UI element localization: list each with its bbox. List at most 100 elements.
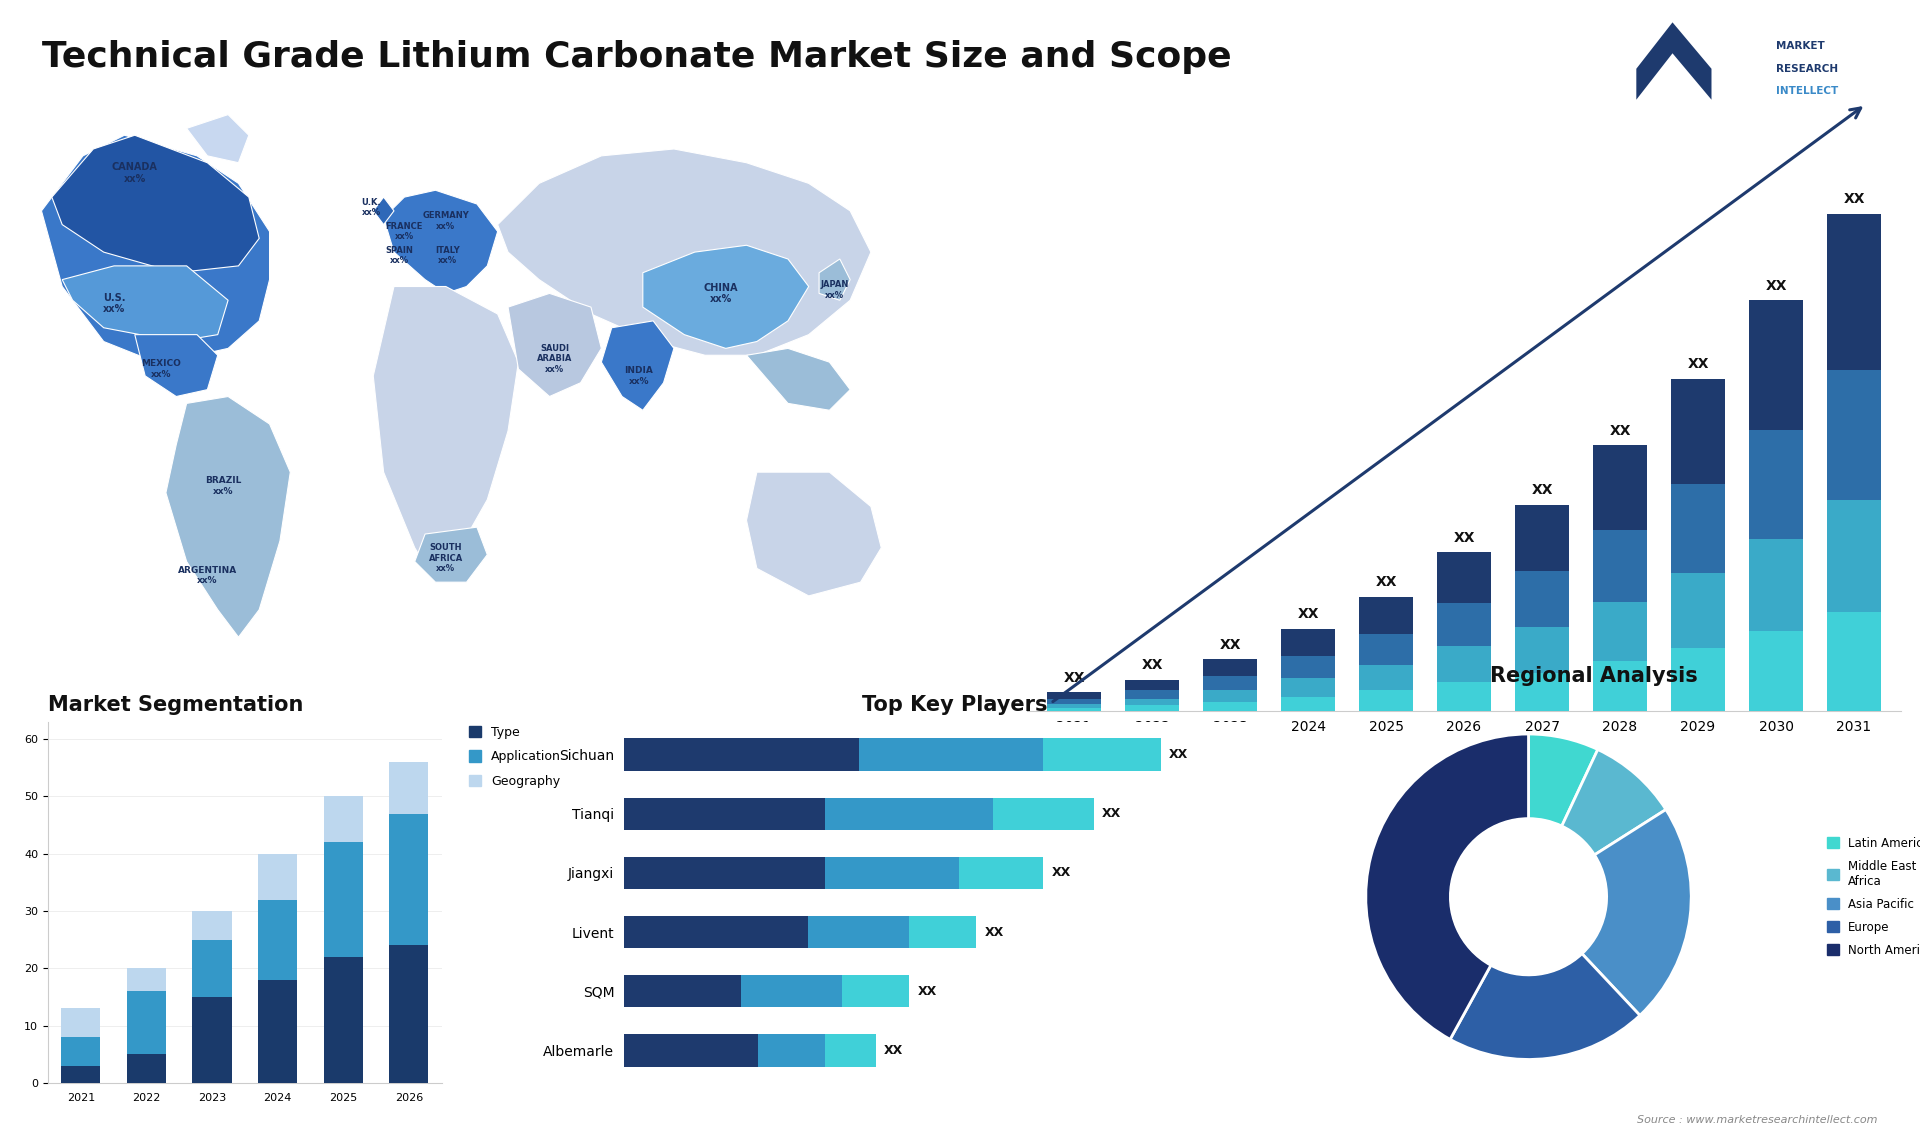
Bar [1438,646,1490,682]
Bar [1438,603,1490,646]
Bar [61,1008,100,1037]
Polygon shape [372,286,518,582]
Bar [390,762,428,814]
Text: XX: XX [1102,807,1121,821]
Bar [1515,627,1569,673]
Text: ARGENTINA
xx%: ARGENTINA xx% [179,566,236,584]
Text: XX: XX [1453,531,1475,544]
Text: MEXICO
xx%: MEXICO xx% [140,360,180,378]
Bar [1359,634,1413,665]
Polygon shape [747,348,851,410]
Bar [908,916,975,948]
Bar [1359,597,1413,634]
Text: XX: XX [1298,607,1319,621]
Bar [1281,697,1334,711]
Bar [257,854,298,900]
Bar [257,900,298,980]
Bar [1125,699,1179,706]
Wedge shape [1561,749,1667,855]
Bar [61,1037,100,1066]
Bar [1438,682,1490,711]
Bar [624,1034,758,1067]
Bar [1204,676,1256,690]
Bar [390,814,428,945]
Text: GERMANY
xx%: GERMANY xx% [422,212,468,230]
Polygon shape [601,321,674,410]
Text: RESEARCH: RESEARCH [1776,64,1837,73]
Bar [1359,665,1413,690]
Text: XX: XX [1169,748,1188,761]
Bar [1828,612,1880,711]
Bar [1204,659,1256,676]
Circle shape [1450,818,1607,975]
Text: INDIA
xx%: INDIA xx% [624,367,653,385]
Bar [1515,673,1569,711]
Bar [1828,370,1880,500]
Bar [192,940,232,997]
Bar [1672,647,1724,711]
Title: Top Key Players: Top Key Players [862,694,1048,715]
Wedge shape [1365,735,1528,1039]
Bar [323,796,363,842]
Bar [127,968,165,991]
Polygon shape [42,135,269,362]
Bar [1672,378,1724,485]
Bar [1749,539,1803,630]
Bar [1672,573,1724,647]
Bar [1594,531,1647,602]
Title: Regional Analysis: Regional Analysis [1490,666,1697,686]
Polygon shape [1636,22,1711,100]
Bar [1204,702,1256,711]
Text: XX: XX [985,926,1004,939]
Text: SPAIN
xx%: SPAIN xx% [386,246,413,265]
Text: XX: XX [1052,866,1071,879]
Bar [624,916,808,948]
Bar [1749,430,1803,539]
Bar [1594,445,1647,531]
Text: XX: XX [1064,672,1085,685]
Text: XX: XX [1843,193,1864,206]
Text: XX: XX [1219,638,1240,652]
Polygon shape [134,335,217,397]
Polygon shape [186,115,250,163]
Polygon shape [497,149,872,355]
Bar [1043,738,1160,771]
Bar [1281,629,1334,656]
Polygon shape [509,293,601,397]
Legend: Type, Application, Geography: Type, Application, Geography [463,721,566,793]
Polygon shape [820,259,851,300]
Bar [826,1034,876,1067]
Text: XX: XX [1532,484,1553,497]
Polygon shape [415,527,488,582]
Text: JAPAN
xx%: JAPAN xx% [820,281,849,299]
Bar [1125,680,1179,690]
Bar [1048,705,1100,708]
Bar [1125,690,1179,699]
Text: XX: XX [1609,424,1630,438]
Wedge shape [1528,735,1597,826]
Bar [1828,213,1880,370]
Bar [1438,552,1490,603]
Bar [741,975,843,1007]
Wedge shape [1582,809,1692,1015]
Bar [808,916,908,948]
Polygon shape [643,245,808,348]
Bar [61,1066,100,1083]
Bar [758,1034,826,1067]
Bar [1515,504,1569,571]
Bar [1359,690,1413,711]
Polygon shape [61,266,228,342]
Bar [1048,708,1100,711]
Text: XX: XX [1375,575,1396,589]
Polygon shape [165,397,290,637]
Bar [390,945,428,1083]
Text: FRANCE
xx%: FRANCE xx% [386,222,422,241]
Text: Technical Grade Lithium Carbonate Market Size and Scope: Technical Grade Lithium Carbonate Market… [42,40,1233,74]
Text: XX: XX [883,1044,902,1057]
Legend: Latin America, Middle East &
Africa, Asia Pacific, Europe, North America: Latin America, Middle East & Africa, Asi… [1822,832,1920,961]
Text: CHINA
xx%: CHINA xx% [703,283,737,304]
Text: ITALY
xx%: ITALY xx% [436,246,461,265]
Bar [858,738,1043,771]
Bar [323,957,363,1083]
Text: CANADA
xx%: CANADA xx% [111,163,157,183]
